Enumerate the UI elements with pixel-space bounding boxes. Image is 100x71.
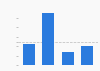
Bar (81, 46, 93, 65)
Bar (42, 13, 54, 65)
Bar (62, 52, 74, 65)
Bar (23, 44, 35, 65)
